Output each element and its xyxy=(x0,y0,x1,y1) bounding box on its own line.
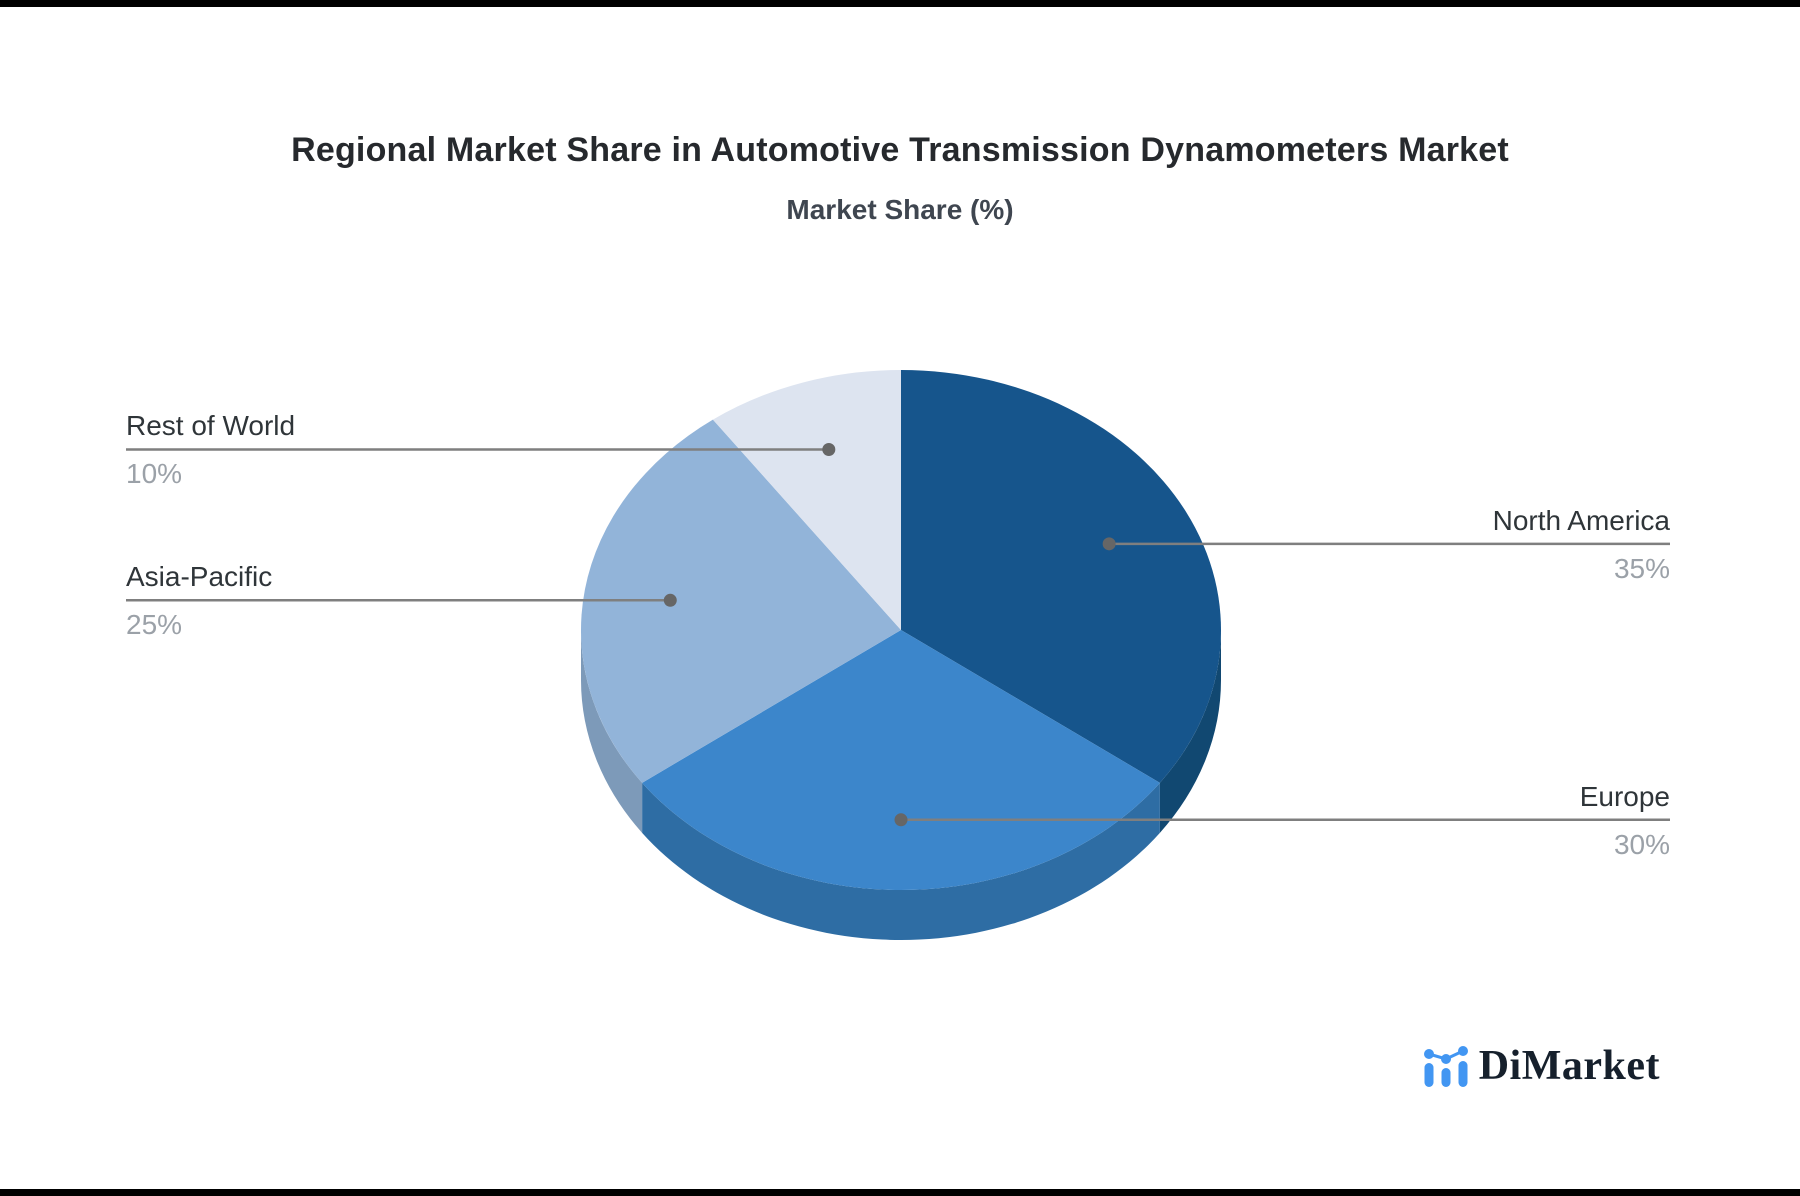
logo-text: DiMarket xyxy=(1478,1043,1660,1089)
pie-slice-asia-pacific xyxy=(581,419,901,783)
leader-dot-rest-of-world xyxy=(822,442,836,456)
slice-name: Asia-Pacific xyxy=(126,561,273,593)
leader-dot-north-america xyxy=(1102,537,1116,551)
pie-slice-rest-of-world xyxy=(712,370,901,630)
pie-slice-north-america xyxy=(901,370,1221,783)
pie-rim-asia-pacific xyxy=(581,630,643,833)
slice-percent: 30% xyxy=(1613,828,1670,860)
bottom-border xyxy=(0,1189,1800,1196)
bar-chart-logo-icon xyxy=(1423,1046,1468,1087)
pie-rim-europe xyxy=(642,782,1160,940)
chart-subtitle: Market Share (%) xyxy=(786,194,1014,225)
chart-title: Regional Market Share in Automotive Tran… xyxy=(291,131,1509,169)
slice-percent: 25% xyxy=(126,609,183,641)
slice-name: Rest of World xyxy=(126,410,296,442)
slice-name: Europe xyxy=(1579,780,1670,812)
pie-slice-europe xyxy=(642,630,1160,890)
leader-dot-europe xyxy=(894,813,908,827)
pie-label-north-america: North America 35% xyxy=(1110,504,1670,586)
leader-dot-asia-pacific xyxy=(663,593,677,607)
dimarket-logo: DiMarket xyxy=(1423,1042,1660,1090)
pie-label-asia-pacific: Asia-Pacific 25% xyxy=(126,560,686,642)
pie-label-rest-of-world: Rest of World 10% xyxy=(126,409,686,491)
slice-percent: 10% xyxy=(126,458,183,490)
pie-label-europe: Europe 30% xyxy=(1110,780,1670,862)
slice-name: North America xyxy=(1492,504,1670,536)
slice-percent: 35% xyxy=(1613,552,1670,584)
top-border xyxy=(0,0,1800,7)
pie-rim-north-america xyxy=(1159,630,1221,833)
